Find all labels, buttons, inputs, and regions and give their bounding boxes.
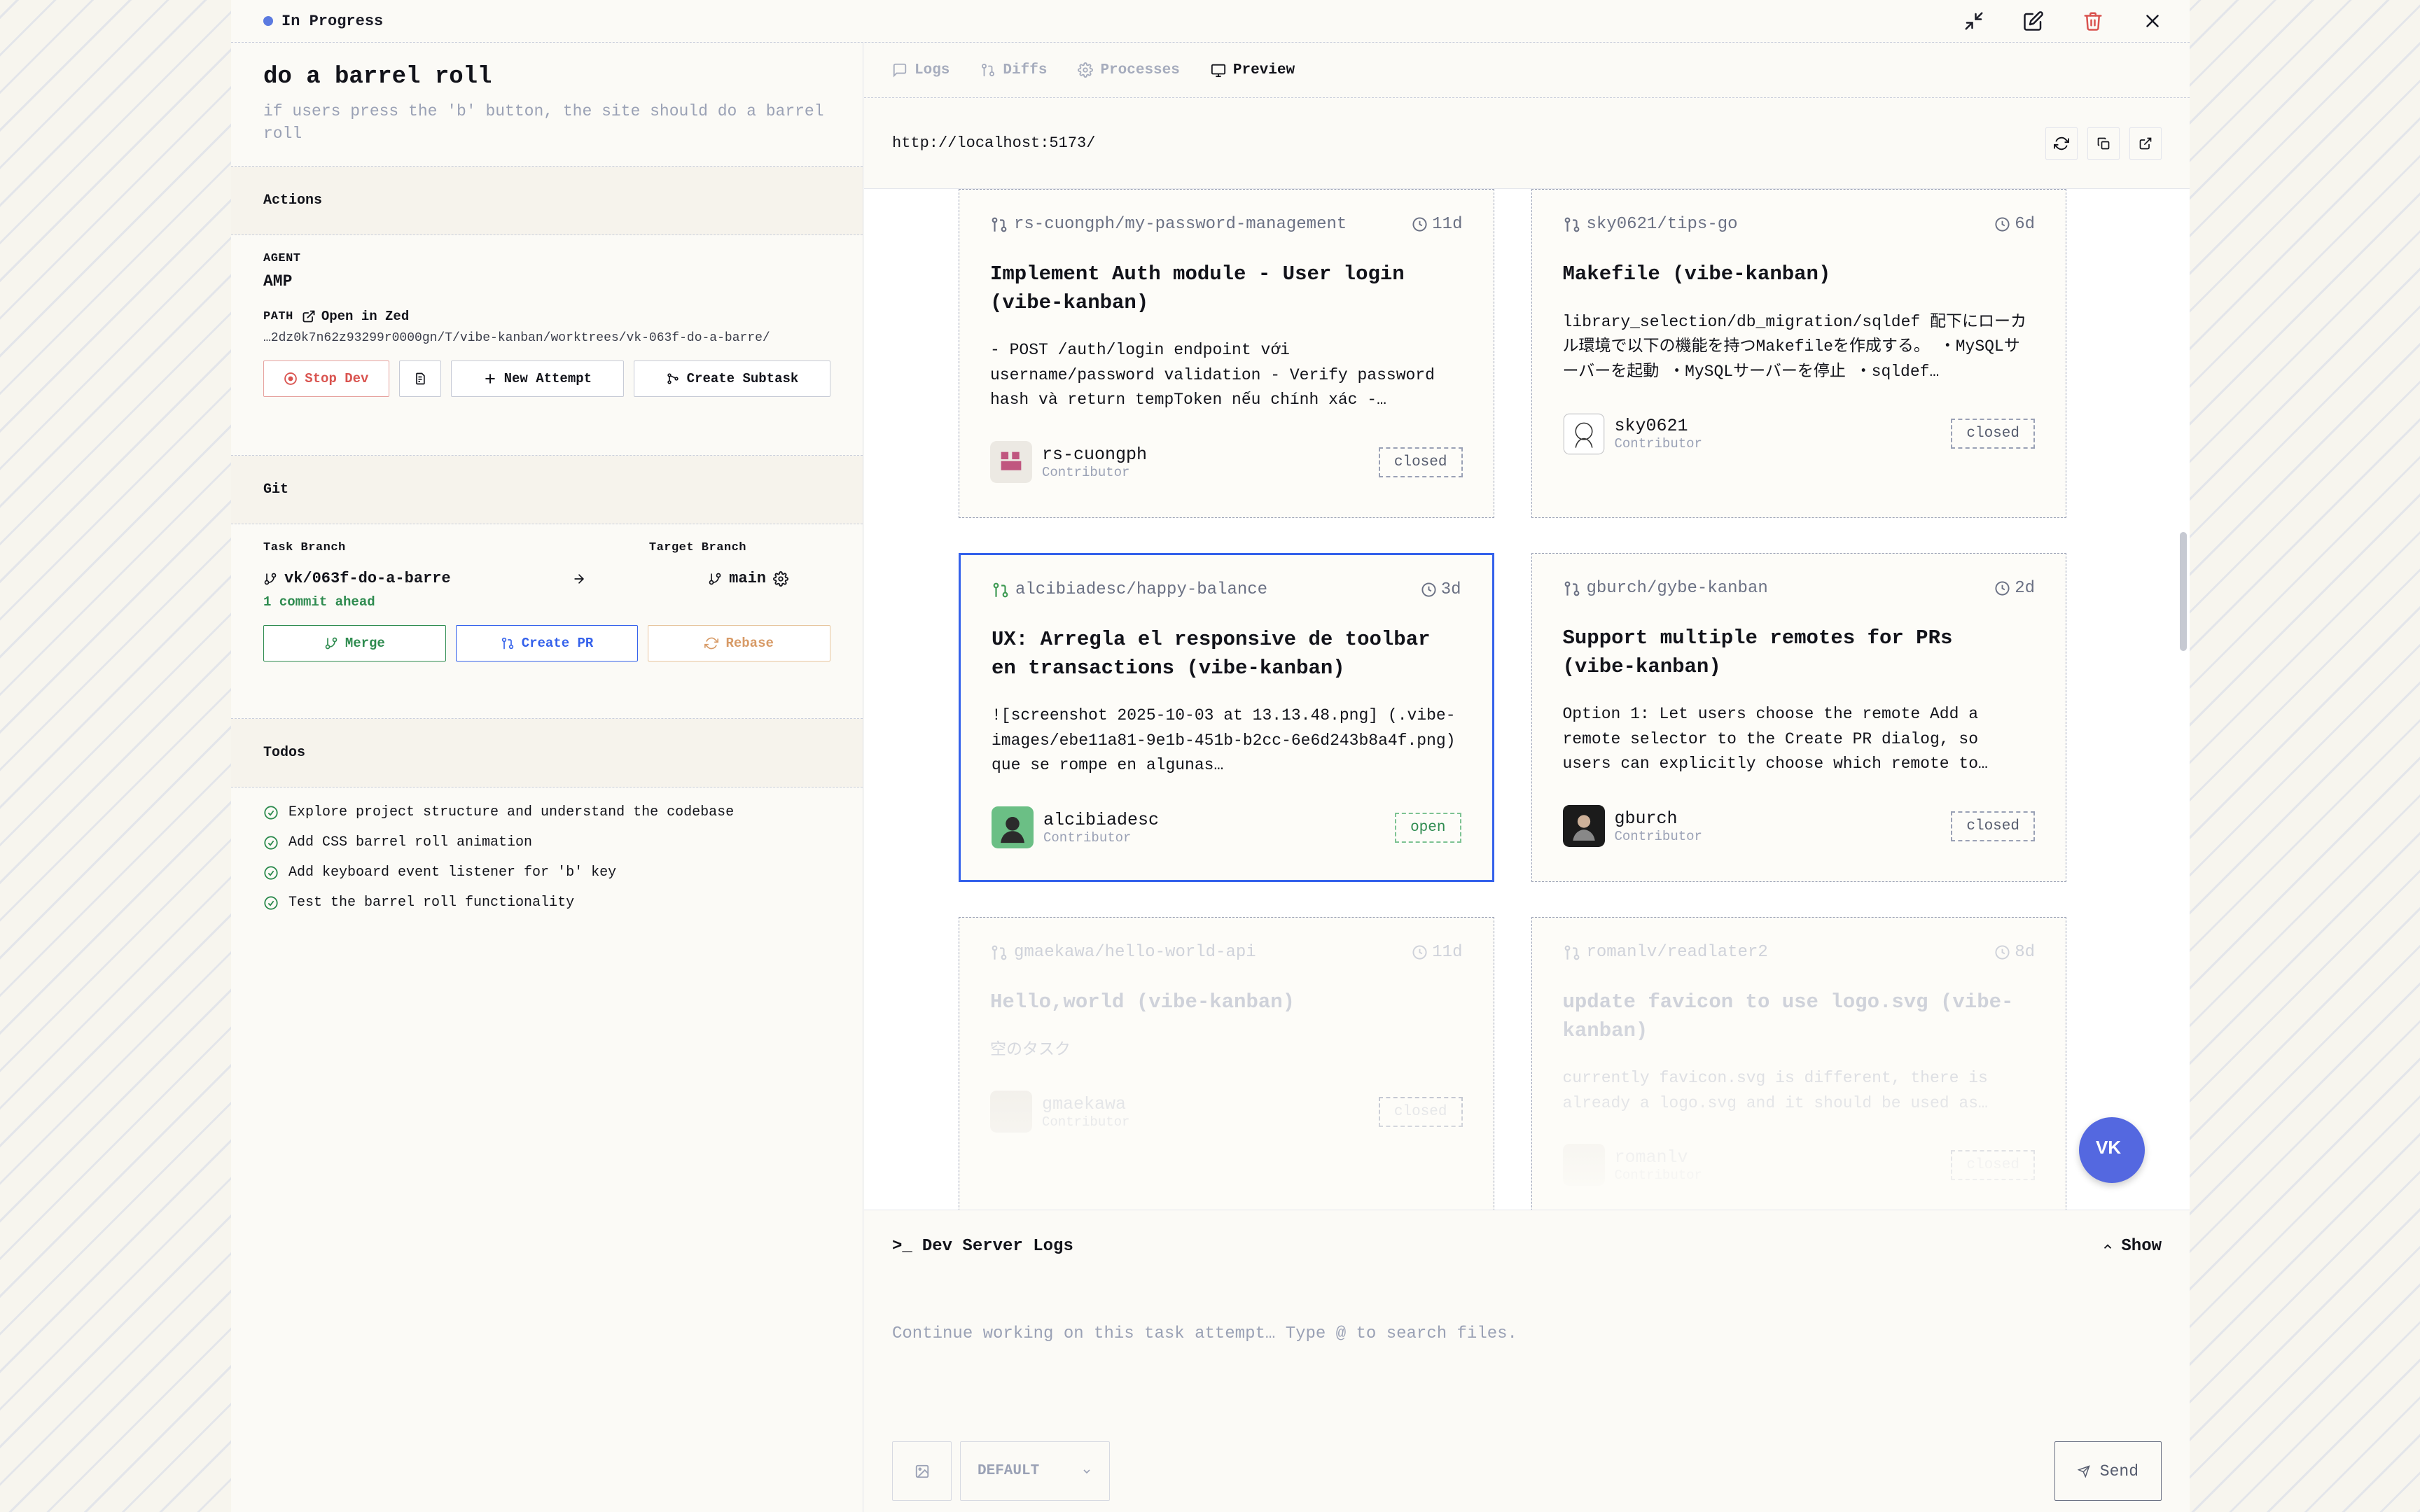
svg-text:VK: VK <box>2096 1137 2121 1158</box>
